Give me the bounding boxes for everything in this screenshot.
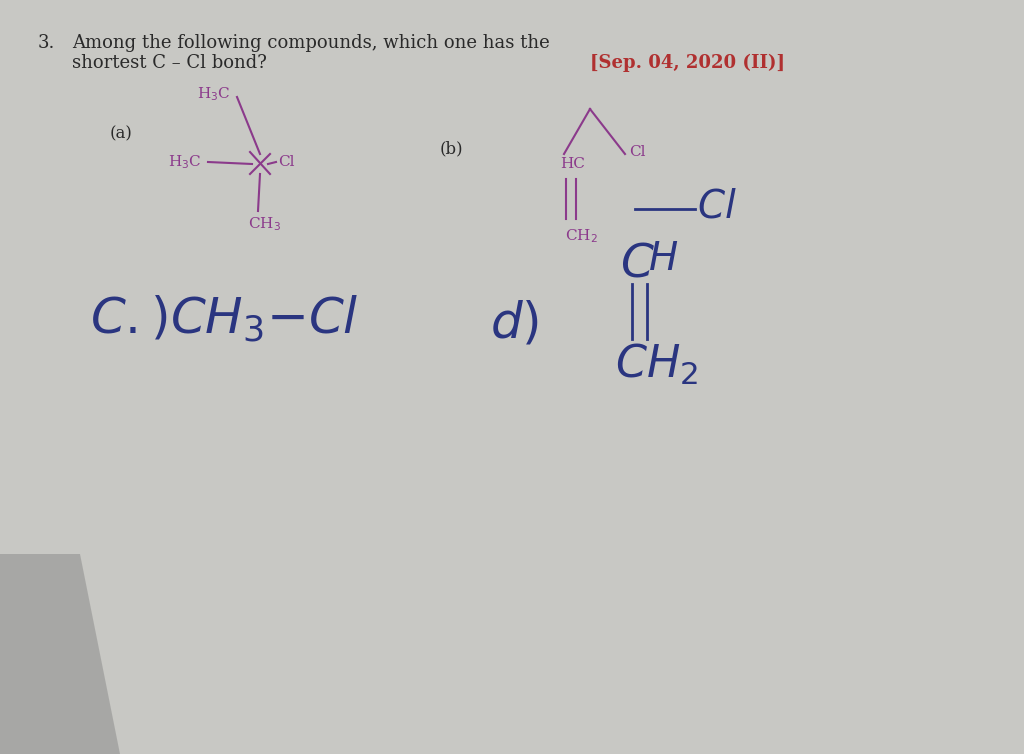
Text: $\mathit{C}$: $\mathit{C}$ <box>620 241 654 287</box>
Text: CH$_2$: CH$_2$ <box>565 227 598 245</box>
Text: CH$_3$: CH$_3$ <box>248 215 281 233</box>
Text: Among the following compounds, which one has the: Among the following compounds, which one… <box>72 34 550 52</box>
Text: $\mathit{d)}$: $\mathit{d)}$ <box>490 300 539 348</box>
Text: Cl: Cl <box>629 145 645 159</box>
Polygon shape <box>0 554 120 754</box>
Text: H$_3$C: H$_3$C <box>197 85 230 103</box>
Text: $\mathit{H}$: $\mathit{H}$ <box>648 240 678 278</box>
Text: [Sep. 04, 2020 (II)]: [Sep. 04, 2020 (II)] <box>590 54 785 72</box>
Text: H$_3$C: H$_3$C <box>168 153 202 171</box>
Text: (a): (a) <box>110 125 133 143</box>
Text: $\mathit{C.)}$$\mathit{CH_3}$$\mathit{-Cl}$: $\mathit{C.)}$$\mathit{CH_3}$$\mathit{-C… <box>90 294 358 344</box>
Text: $\mathit{CH_2}$: $\mathit{CH_2}$ <box>615 342 698 387</box>
Text: HC: HC <box>560 157 585 171</box>
Text: $\mathit{Cl}$: $\mathit{Cl}$ <box>697 187 736 225</box>
Text: (b): (b) <box>440 140 464 158</box>
Text: shortest C – Cl bond?: shortest C – Cl bond? <box>72 54 267 72</box>
Text: 3.: 3. <box>38 34 55 52</box>
Text: Cl: Cl <box>278 155 295 169</box>
